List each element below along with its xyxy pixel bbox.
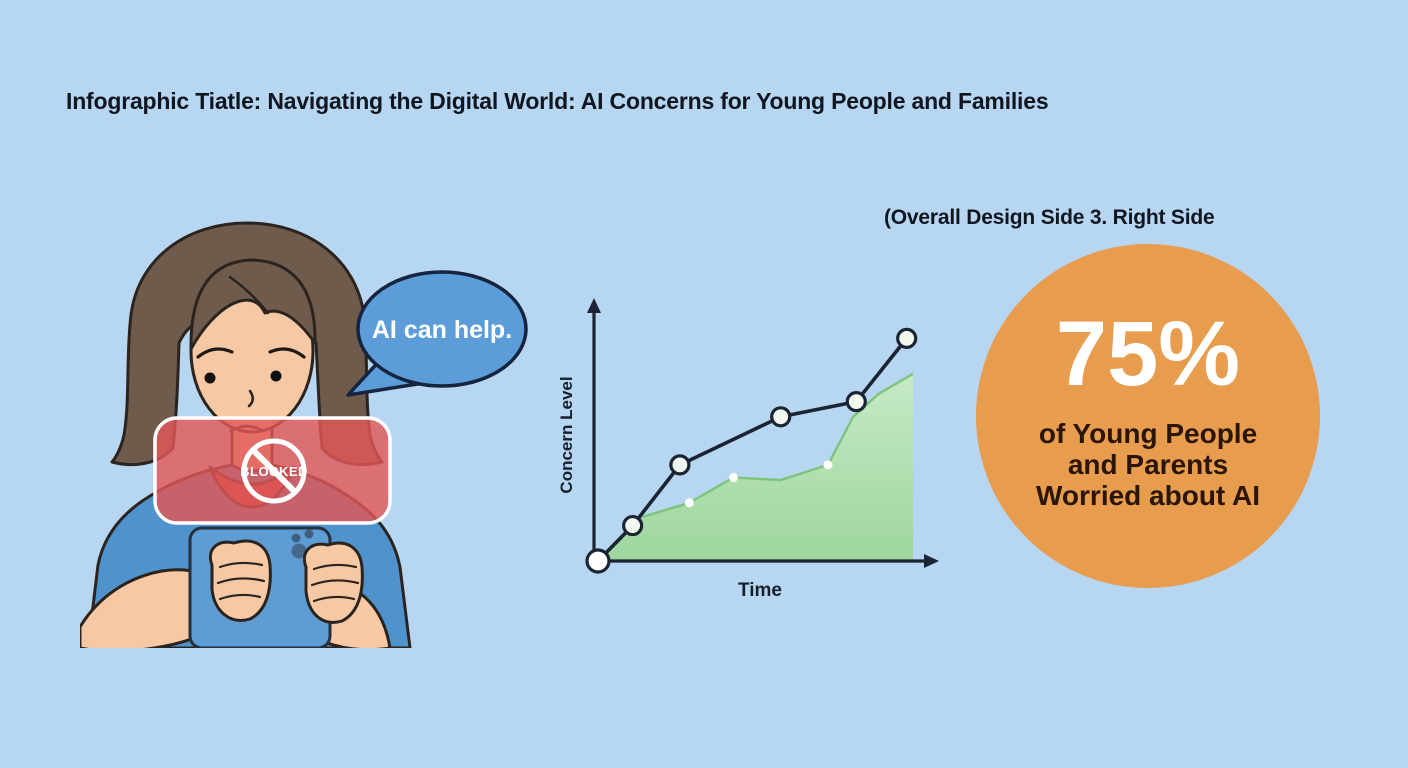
device-button-icon xyxy=(291,533,301,543)
prohibition-icon xyxy=(241,438,307,504)
girl-right-eye xyxy=(270,370,282,382)
line-marker xyxy=(585,548,611,574)
stat-line: Worried about AI xyxy=(1036,479,1260,511)
device-button-icon xyxy=(291,543,307,559)
girl-left-eyebrow xyxy=(196,347,234,359)
line-marker xyxy=(770,406,792,428)
stat-circle: 75% of Young People and Parents Worried … xyxy=(976,244,1320,588)
line-marker xyxy=(845,391,867,413)
prohibition-slash-icon xyxy=(250,447,298,495)
stat-line: of Young People xyxy=(1038,417,1258,449)
y-axis-arrow-icon xyxy=(587,298,601,313)
blocked-banner: BLOCKED xyxy=(153,416,392,525)
x-axis-arrow-icon xyxy=(924,554,939,568)
chart-area-layer xyxy=(597,372,914,562)
device-button-icon xyxy=(304,529,314,539)
page-title: Infographic Tiatle: Navigating the Digit… xyxy=(66,88,1049,114)
chart-marks-layer xyxy=(585,327,918,574)
speech-bubble: AI can help. xyxy=(346,270,528,397)
girl-illustration: BLOCKED xyxy=(80,221,412,648)
area-series xyxy=(598,373,913,561)
stat-value: 75% xyxy=(1055,302,1241,405)
blocked-label: BLOCKED xyxy=(240,464,308,479)
speech-bubble-text: AI can help. xyxy=(372,316,512,344)
girl-right-hand xyxy=(303,541,364,624)
girl-right-eyebrow xyxy=(268,347,306,359)
area-dot xyxy=(823,460,833,470)
speech-bubble-body xyxy=(356,270,528,388)
girl-bangs xyxy=(189,258,317,351)
girl-left-eye xyxy=(204,372,216,384)
girl-hair-strand xyxy=(228,275,270,315)
y-axis-label: Concern Level xyxy=(557,376,576,493)
line-marker xyxy=(669,454,691,476)
chart-axes xyxy=(592,307,929,563)
area-dot xyxy=(728,473,738,483)
line-marker xyxy=(896,327,918,349)
right-side-note: (Overall Design Side 3. Right Side xyxy=(884,206,1215,229)
line-marker xyxy=(622,514,644,537)
girl-left-hand-fingers xyxy=(216,561,266,601)
area-series-edge xyxy=(597,372,914,562)
girl-right-hand-fingers xyxy=(310,563,360,603)
x-axis-label: Time xyxy=(738,580,782,601)
concern-chart: Concern Level Time xyxy=(557,298,939,601)
girl-nose xyxy=(247,389,254,408)
area-dot xyxy=(684,498,694,508)
stat-line: and Parents xyxy=(1067,448,1229,480)
girl-left-hand xyxy=(209,539,272,622)
